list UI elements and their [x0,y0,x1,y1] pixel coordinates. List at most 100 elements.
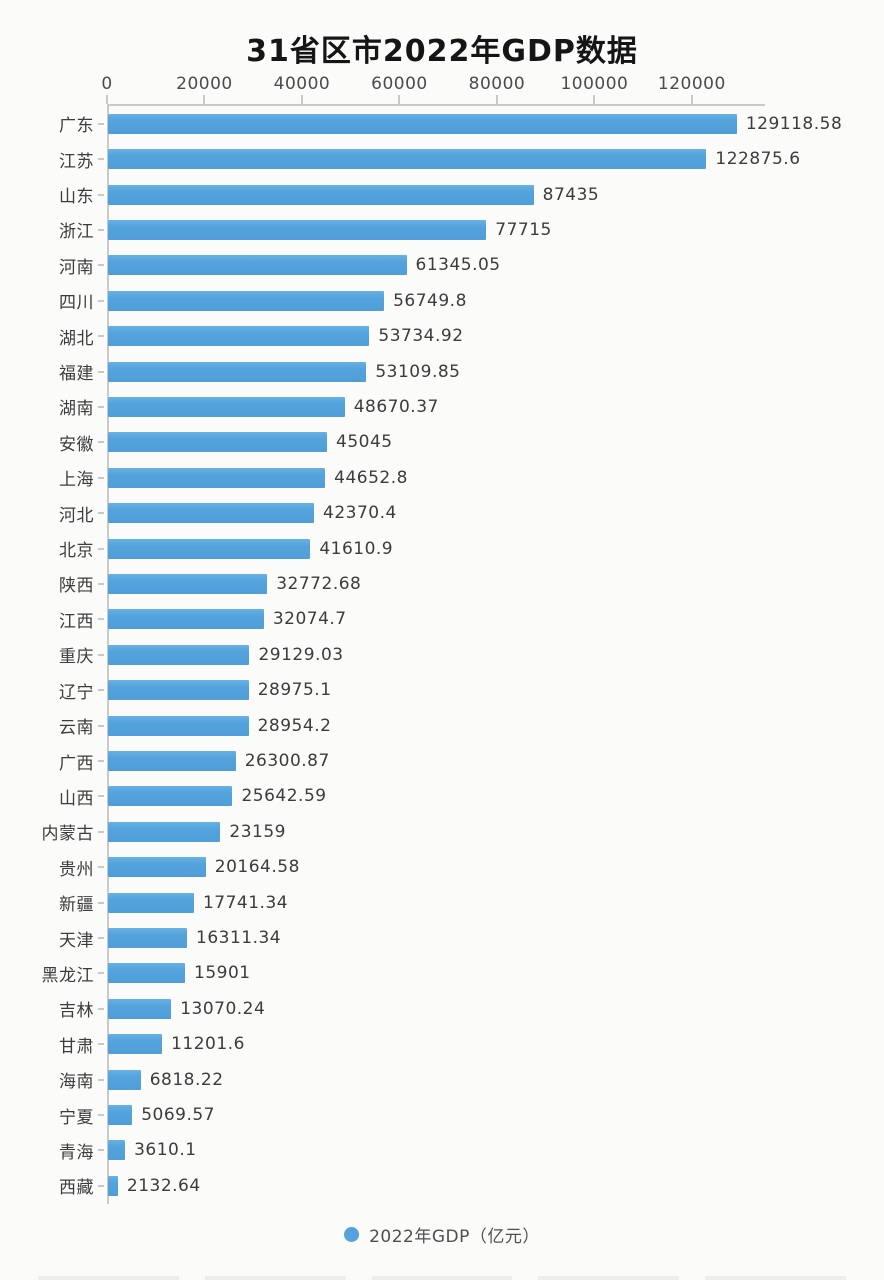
gdp-bar[interactable] [107,892,194,913]
x-tick-label: 40000 [273,74,331,94]
y-axis-tick [98,795,104,798]
bar-row: 甘肃 11201.6 [0,1027,884,1062]
y-axis-tick [98,405,104,408]
province-label: 云南 [59,718,94,739]
bar-row: 湖南 48670.37 [0,389,884,424]
value-label: 16311.34 [196,928,282,949]
gdp-bar[interactable] [107,538,311,559]
legend-label: 2022年GDP（亿元） [369,1227,540,1247]
gdp-bar[interactable] [107,432,328,453]
legend[interactable]: 2022年GDP（亿元） [0,1222,884,1247]
bar-row: 西藏 2132.64 [0,1168,884,1203]
province-label: 安徽 [59,434,94,455]
bar-row: 新疆 17741.34 [0,885,884,920]
gdp-bar[interactable] [107,963,185,984]
x-tick-mark [398,95,401,104]
value-label: 11201.6 [171,1034,245,1055]
bar-row: 山东 87435 [0,177,884,212]
province-label: 福建 [59,364,94,385]
y-axis-tick [98,228,104,231]
y-axis-tick [98,1007,104,1010]
gdp-bar[interactable] [107,361,367,382]
gdp-bar[interactable] [107,1175,118,1196]
gdp-bar[interactable] [107,998,172,1019]
province-label: 西藏 [59,1178,94,1199]
province-label: 青海 [59,1142,94,1163]
bar-row: 辽宁 28975.1 [0,673,884,708]
y-axis-tick [98,335,104,338]
value-label: 53734.92 [378,326,464,347]
bar-row: 河南 61345.05 [0,248,884,283]
bottom-edge-artifact [0,1276,884,1280]
gdp-bar[interactable] [107,609,264,630]
province-label: 山东 [59,187,94,208]
gdp-bar[interactable] [107,113,737,134]
gdp-bar[interactable] [107,503,315,524]
gdp-bar[interactable] [107,290,385,311]
value-label: 41610.9 [319,538,394,559]
gdp-bar[interactable] [107,786,233,807]
province-label: 湖北 [59,328,94,349]
y-axis-tick [98,370,104,373]
gdp-bar[interactable] [107,928,187,949]
gdp-bar[interactable] [107,573,268,594]
value-label: 6818.22 [149,1069,224,1090]
province-label: 湖南 [59,399,94,420]
province-label: 广东 [59,116,94,137]
gdp-bar[interactable] [107,1140,126,1161]
gdp-bar[interactable] [107,680,249,701]
gdp-bar[interactable] [107,255,407,276]
bar-row: 吉林 13070.24 [0,991,884,1026]
province-label: 广西 [59,753,94,774]
value-label: 23159 [229,821,286,842]
y-axis-tick [98,441,104,444]
province-label: 北京 [59,541,94,562]
gdp-bar[interactable] [107,396,345,417]
gdp-bar[interactable] [107,1069,141,1090]
x-tick-mark [495,95,498,104]
value-label: 32074.7 [272,609,347,630]
bar-row: 广西 26300.87 [0,743,884,778]
province-label: 河北 [59,505,94,526]
gdp-bar[interactable] [107,715,249,736]
gdp-bar[interactable] [107,149,707,170]
province-label: 山西 [59,788,94,809]
bar-row: 浙江 77715 [0,212,884,247]
value-label: 87435 [542,184,600,205]
province-label: 江西 [59,611,94,632]
gdp-bar[interactable] [107,644,250,665]
province-label: 海南 [59,1072,94,1093]
bar-row: 北京 41610.9 [0,531,884,566]
gdp-bar[interactable] [107,751,236,772]
y-axis-tick [98,122,104,125]
value-label: 20164.58 [214,857,300,878]
gdp-bar[interactable] [107,219,487,240]
x-tick-label: 60000 [371,74,428,94]
province-label: 辽宁 [59,682,94,703]
gdp-bar[interactable] [107,184,534,205]
bar-row: 河北 42370.4 [0,495,884,530]
y-axis-tick [98,724,104,727]
gdp-bar[interactable] [107,821,221,842]
province-label: 上海 [59,470,94,491]
gdp-bar[interactable] [107,1105,133,1126]
gdp-bar[interactable] [107,326,370,347]
gdp-bar[interactable] [107,857,206,878]
y-axis-tick [98,1149,104,1152]
x-tick-mark [106,95,108,104]
x-tick-label: 120000 [657,74,726,94]
value-label: 29129.03 [258,644,344,665]
x-tick-label: 80000 [468,74,526,94]
chart-title: 31省区市2022年GDP数据 [246,34,638,69]
value-label: 122875.6 [715,149,801,170]
value-label: 44652.8 [334,467,408,488]
gdp-bar[interactable] [107,467,326,488]
value-label: 53109.85 [375,361,461,382]
bar-row: 福建 53109.85 [0,354,884,389]
y-axis-tick [98,901,104,904]
y-axis-tick [98,653,104,656]
x-tick-label: 0 [101,74,113,94]
bar-rows-container: 广东 129118.58 江苏 122875.6 山东 87435 浙江 777… [0,106,884,1204]
gdp-bar[interactable] [107,1034,163,1055]
y-axis-tick [98,1184,104,1187]
